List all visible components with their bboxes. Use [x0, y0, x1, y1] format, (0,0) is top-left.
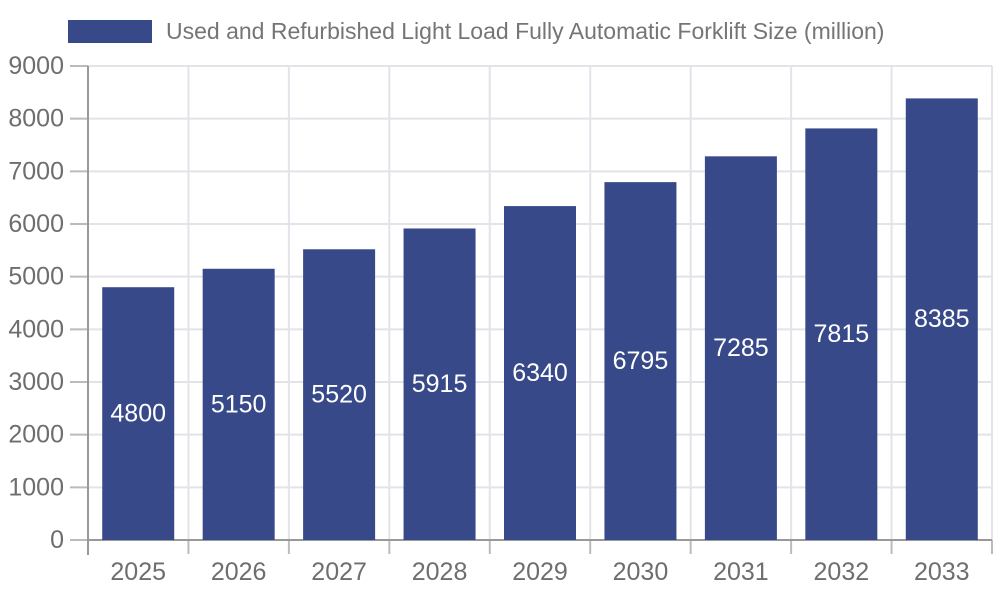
- x-tick-label: 2030: [613, 558, 669, 586]
- x-tick-label: 2031: [713, 558, 769, 586]
- y-tick-label: 6000: [8, 210, 64, 238]
- x-tick-label: 2032: [814, 558, 870, 586]
- y-tick-label: 0: [50, 526, 64, 554]
- bar-value-label: 7285: [713, 334, 769, 362]
- y-tick-label: 8000: [8, 105, 64, 133]
- y-tick-label: 2000: [8, 421, 64, 449]
- bar-value-label: 5150: [211, 390, 267, 418]
- bar-2025[interactable]: [102, 287, 175, 540]
- bar-value-label: 5520: [311, 381, 367, 409]
- y-tick-label: 1000: [8, 473, 64, 501]
- x-tick-label: 2033: [914, 558, 970, 586]
- legend-label: Used and Refurbished Light Load Fully Au…: [166, 18, 885, 44]
- bar-2030[interactable]: [604, 182, 677, 540]
- y-tick-label: 3000: [8, 368, 64, 396]
- y-tick-label: 5000: [8, 263, 64, 291]
- y-tick-label: 7000: [8, 157, 64, 185]
- bar-value-label: 7815: [814, 320, 870, 348]
- y-tick-label: 9000: [8, 52, 64, 80]
- bar-2033[interactable]: [905, 98, 978, 540]
- bar-2029[interactable]: [504, 206, 576, 541]
- y-tick-label: 4000: [8, 315, 64, 343]
- legend-swatch: [68, 19, 152, 43]
- bar-value-label: 6795: [613, 347, 669, 375]
- bar-2031[interactable]: [704, 156, 777, 540]
- x-tick-label: 2025: [110, 558, 166, 586]
- bar-value-label: 8385: [914, 305, 970, 333]
- bar-2028[interactable]: [403, 228, 476, 540]
- bar-value-label: 5915: [412, 370, 468, 398]
- x-tick-label: 2027: [311, 558, 367, 586]
- x-tick-label: 2029: [512, 558, 568, 586]
- x-tick-label: 2026: [211, 558, 267, 586]
- bar-2032[interactable]: [805, 128, 878, 540]
- bar-value-label: 4800: [110, 400, 166, 428]
- bar-2027[interactable]: [303, 249, 376, 540]
- bar-value-label: 6340: [512, 359, 568, 387]
- x-tick-label: 2028: [412, 558, 468, 586]
- legend[interactable]: Used and Refurbished Light Load Fully Au…: [68, 19, 884, 43]
- bar-2026[interactable]: [202, 268, 275, 540]
